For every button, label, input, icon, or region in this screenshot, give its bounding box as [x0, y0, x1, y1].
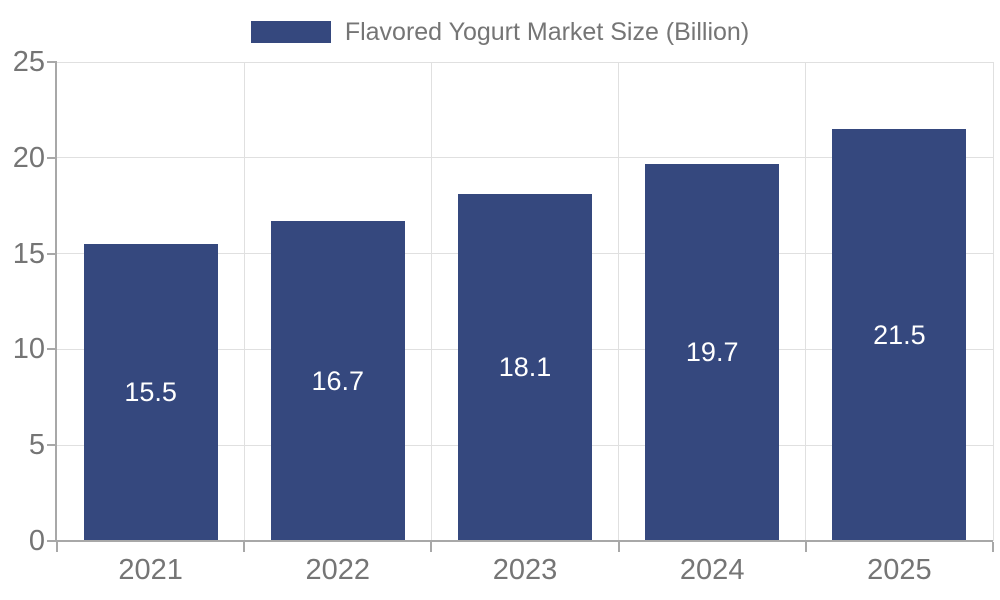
- x-tick-label: 2023: [492, 554, 558, 586]
- y-axis-tick: [47, 61, 57, 63]
- bar-2023: 18.1: [458, 194, 592, 541]
- x-axis-tick: [804, 542, 807, 552]
- y-axis-tick: [47, 444, 57, 447]
- y-tick-label: 0: [28, 525, 45, 557]
- legend: Flavored Yogurt Market Size (Billion): [0, 19, 1000, 45]
- x-axis-tick: [992, 542, 994, 552]
- y-axis-tick: [47, 348, 57, 351]
- x-gridline: [243, 62, 245, 541]
- y-axis-line: [55, 62, 57, 541]
- bar-value-label: 15.5: [124, 377, 177, 408]
- bar-value-label: 21.5: [873, 319, 926, 350]
- x-gridline: [618, 62, 620, 541]
- bar-2022: 16.7: [270, 221, 405, 541]
- x-tick-label: 2024: [679, 554, 745, 586]
- y-gridline: [57, 61, 993, 63]
- bar-2021: 15.5: [83, 244, 218, 541]
- y-tick-label: 10: [12, 333, 45, 366]
- bar-2024: 19.7: [645, 163, 780, 541]
- y-gridline: [57, 157, 993, 159]
- x-axis-tick: [430, 542, 433, 552]
- x-axis-tick: [617, 542, 620, 552]
- x-gridline: [992, 62, 994, 541]
- plot-area: 0 5 10 15 20 25 15.5 2021 16.7 2022 18.1 2023 19.7 20…: [13, 47, 994, 586]
- x-tick-label: 2022: [305, 554, 371, 586]
- bar-value-label: 18.1: [498, 352, 552, 383]
- legend-label: Flavored Yogurt Market Size (Billion): [344, 18, 750, 46]
- bar-2025: 21.5: [832, 129, 967, 541]
- y-tick-label: 5: [28, 429, 45, 462]
- x-gridline: [805, 62, 807, 541]
- y-tick-label: 20: [12, 141, 45, 174]
- y-tick-label: 15: [12, 237, 45, 270]
- x-tick-label: 2025: [867, 554, 932, 586]
- bar-value-label: 19.7: [685, 336, 739, 367]
- y-tick-label: 25: [12, 46, 45, 78]
- y-axis-tick: [47, 540, 57, 542]
- y-axis-tick: [47, 252, 57, 255]
- y-axis-tick: [47, 156, 57, 159]
- x-axis-line: [55, 540, 993, 542]
- legend-swatch: [250, 21, 331, 43]
- x-gridline: [430, 62, 432, 541]
- x-axis-tick: [56, 542, 58, 552]
- x-axis-tick: [243, 542, 246, 552]
- bar-value-label: 16.7: [311, 365, 365, 396]
- x-tick-label: 2021: [118, 554, 183, 586]
